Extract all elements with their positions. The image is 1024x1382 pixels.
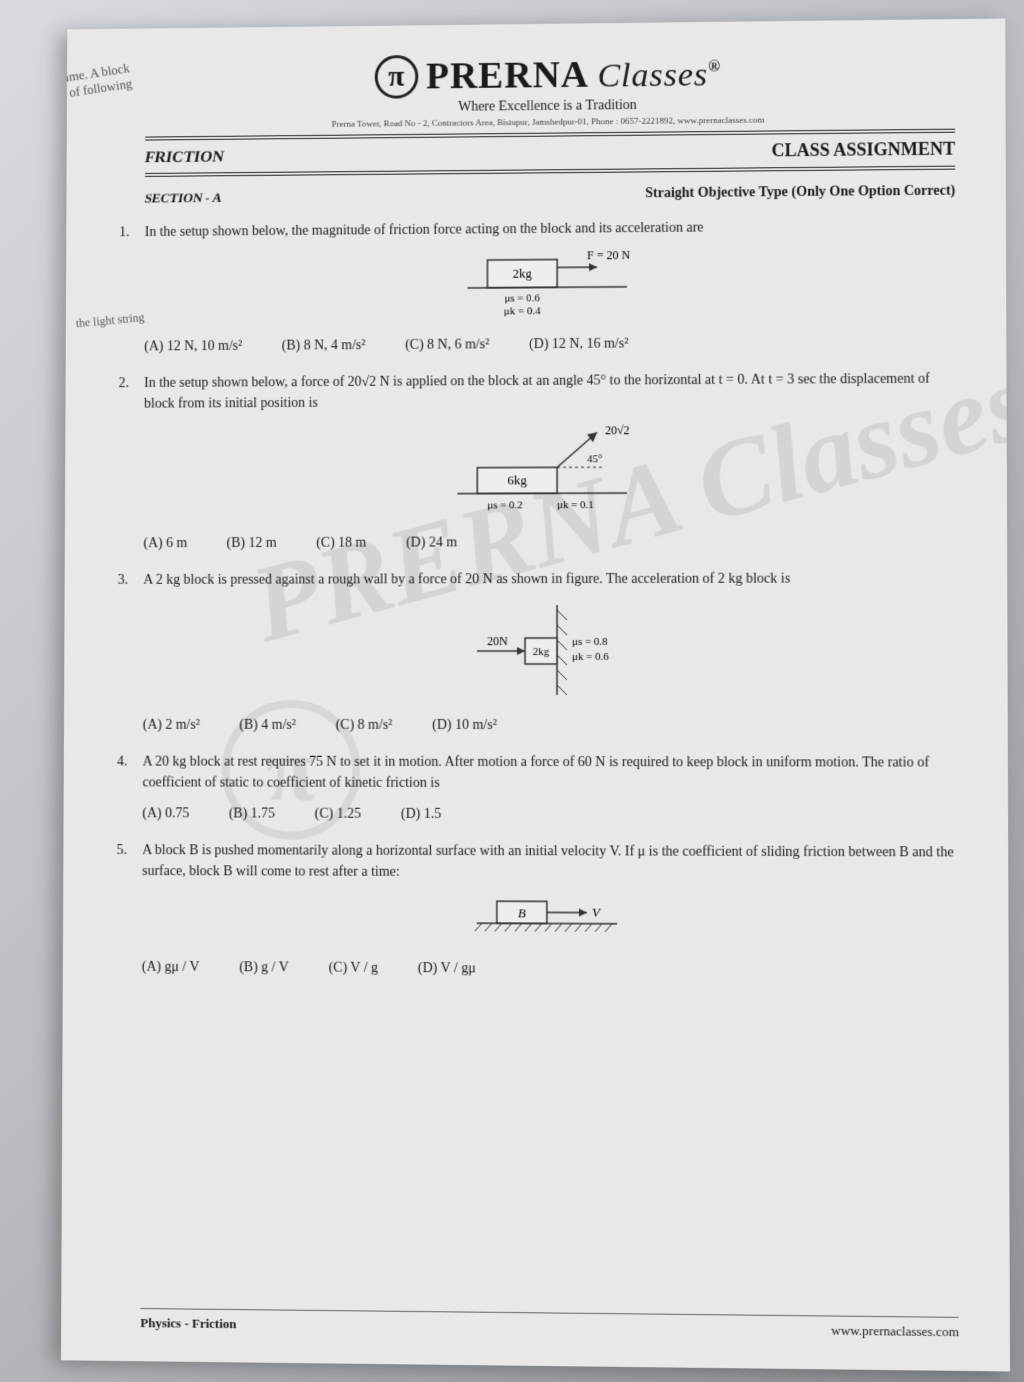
- q3-mus: μs = 0.8: [572, 636, 608, 648]
- footer: Physics - Friction www.prernaclasses.com: [140, 1308, 959, 1340]
- q2-opt-a: (A) 6 m: [143, 533, 187, 554]
- q1-diagram: 2kg F = 20 N μs = 0.6 μk = 0.4: [144, 247, 955, 327]
- header: π PRERNA Classes® Where Excellence is a …: [145, 49, 955, 131]
- q1-text: In the setup shown below, the magnitude …: [145, 216, 956, 243]
- q2-options: (A) 6 m (B) 12 m (C) 18 m (D) 24 m: [143, 531, 956, 554]
- topic-label: FRICTION: [143, 149, 225, 167]
- question-2: 2. In the setup shown below, a force of …: [143, 369, 956, 555]
- q5-ground-hatch: [475, 923, 612, 932]
- q5-opt-c: (C) V / g: [329, 958, 378, 979]
- question-5: 5. A block B is pushed momentarily along…: [142, 840, 958, 982]
- page: presents time. A block on which of follo…: [61, 18, 1010, 1371]
- brand-sub: Classes: [597, 57, 708, 95]
- header-rule: [145, 129, 955, 141]
- q3-options: (A) 2 m/s² (B) 4 m/s² (C) 8 m/s² (D) 10 …: [143, 715, 957, 737]
- q1-force: F = 20 N: [587, 248, 630, 262]
- q3-muk: μk = 0.6: [572, 651, 609, 663]
- q1-options: (A) 12 N, 10 m/s² (B) 8 N, 4 m/s² (C) 8 …: [144, 332, 956, 358]
- pi-logo-icon: π: [374, 55, 418, 99]
- previous-page-edge: presents time. A block on which of follo…: [61, 60, 133, 108]
- q3-diagram: 2kg 20N μs = 0.8 μk = 0.6: [143, 599, 957, 705]
- q2-svg: 6kg 20√2 45° μs = 0.2 μk = 0.1: [428, 422, 668, 518]
- section-title: Straight Objective Type (Only One Option…: [645, 184, 955, 203]
- q3-opt-a: (A) 2 m/s²: [143, 715, 200, 736]
- topic-rule: [145, 166, 955, 177]
- q2-text: In the setup shown below, a force of 20√…: [144, 369, 956, 415]
- topic-row: FRICTION CLASS ASSIGNMENT: [145, 139, 955, 167]
- q2-force: 20√2: [605, 423, 630, 437]
- q3-number: 3.: [118, 570, 128, 591]
- q3-mass: 2kg: [533, 646, 550, 658]
- q5-text: A block B is pushed momentarily along a …: [142, 840, 957, 885]
- q5-options: (A) gμ / V (B) g / V (C) V / g (D) V / g…: [142, 957, 958, 982]
- assignment-label: CLASS ASSIGNMENT: [771, 139, 955, 162]
- q4-text: A 20 kg block at rest requires 75 N to s…: [142, 752, 957, 795]
- q2-diagram: 6kg 20√2 45° μs = 0.2 μk = 0.1: [144, 421, 957, 524]
- q1-mass: 2kg: [513, 267, 533, 281]
- q5-block: B: [518, 906, 526, 920]
- q5-vel: V: [592, 906, 602, 920]
- q1-opt-c: (C) 8 N, 6 m/s²: [405, 334, 489, 355]
- q3-opt-d: (D) 10 m/s²: [432, 715, 497, 736]
- q5-svg: B V: [447, 893, 647, 944]
- q4-number: 4.: [117, 752, 127, 773]
- section-row: SECTION - A Straight Objective Type (Onl…: [145, 184, 956, 207]
- q4-opt-c: (C) 1.25: [315, 804, 361, 825]
- q1-muk: μk = 0.4: [504, 305, 541, 317]
- q1-number: 1.: [119, 222, 129, 243]
- q1-mus: μs = 0.6: [505, 292, 541, 304]
- question-4: 4. A 20 kg block at rest requires 75 N t…: [142, 752, 957, 827]
- wall-hatch: [557, 610, 567, 695]
- footer-subject: Physics - Friction: [140, 1315, 236, 1332]
- q3-svg: 2kg 20N μs = 0.8 μk = 0.6: [417, 600, 677, 700]
- q2-angle: 45°: [587, 453, 602, 465]
- q3-text: A 2 kg block is pressed against a rough …: [143, 568, 956, 591]
- q4-opt-b: (B) 1.75: [229, 803, 275, 824]
- q2-mus: μs = 0.2: [487, 499, 523, 511]
- q2-opt-d: (D) 24 m: [406, 532, 457, 553]
- brand-row: π PRERNA Classes®: [145, 49, 955, 101]
- question-1: 1. In the setup shown below, the magnitu…: [144, 216, 956, 358]
- q5-opt-a: (A) gμ / V: [142, 957, 200, 978]
- q1-opt-d: (D) 12 N, 16 m/s²: [529, 334, 628, 355]
- registered-icon: ®: [708, 59, 721, 76]
- q2-mass: 6kg: [507, 473, 527, 487]
- q5-number: 5.: [117, 840, 127, 861]
- brand-main: PRERNA: [426, 54, 587, 97]
- q1-opt-b: (B) 8 N, 4 m/s²: [282, 335, 366, 356]
- q5-diagram: B V: [142, 892, 958, 951]
- q5-opt-d: (D) V / gμ: [418, 958, 476, 979]
- question-3: 3. A 2 kg block is pressed against a rou…: [143, 568, 957, 736]
- q2-opt-b: (B) 12 m: [227, 533, 277, 554]
- brand-name: PRERNA Classes®: [426, 52, 721, 99]
- section-label: SECTION - A: [143, 190, 223, 206]
- q5-opt-b: (B) g / V: [239, 957, 289, 978]
- footer-url: www.prernaclasses.com: [831, 1323, 959, 1341]
- q2-opt-c: (C) 18 m: [316, 533, 366, 554]
- q3-opt-b: (B) 4 m/s²: [239, 715, 296, 736]
- q4-options: (A) 0.75 (B) 1.75 (C) 1.25 (D) 1.5: [142, 803, 957, 826]
- q3-opt-c: (C) 8 m/s²: [336, 715, 393, 736]
- q2-number: 2.: [119, 373, 129, 394]
- margin-note: the light string: [75, 308, 145, 332]
- q2-muk: μk = 0.1: [557, 499, 594, 511]
- q4-opt-d: (D) 1.5: [401, 804, 441, 825]
- q3-force: 20N: [487, 634, 508, 648]
- q4-opt-a: (A) 0.75: [142, 803, 189, 824]
- q1-svg: 2kg F = 20 N μs = 0.6 μk = 0.4: [438, 249, 657, 320]
- q1-opt-a: (A) 12 N, 10 m/s²: [144, 336, 242, 357]
